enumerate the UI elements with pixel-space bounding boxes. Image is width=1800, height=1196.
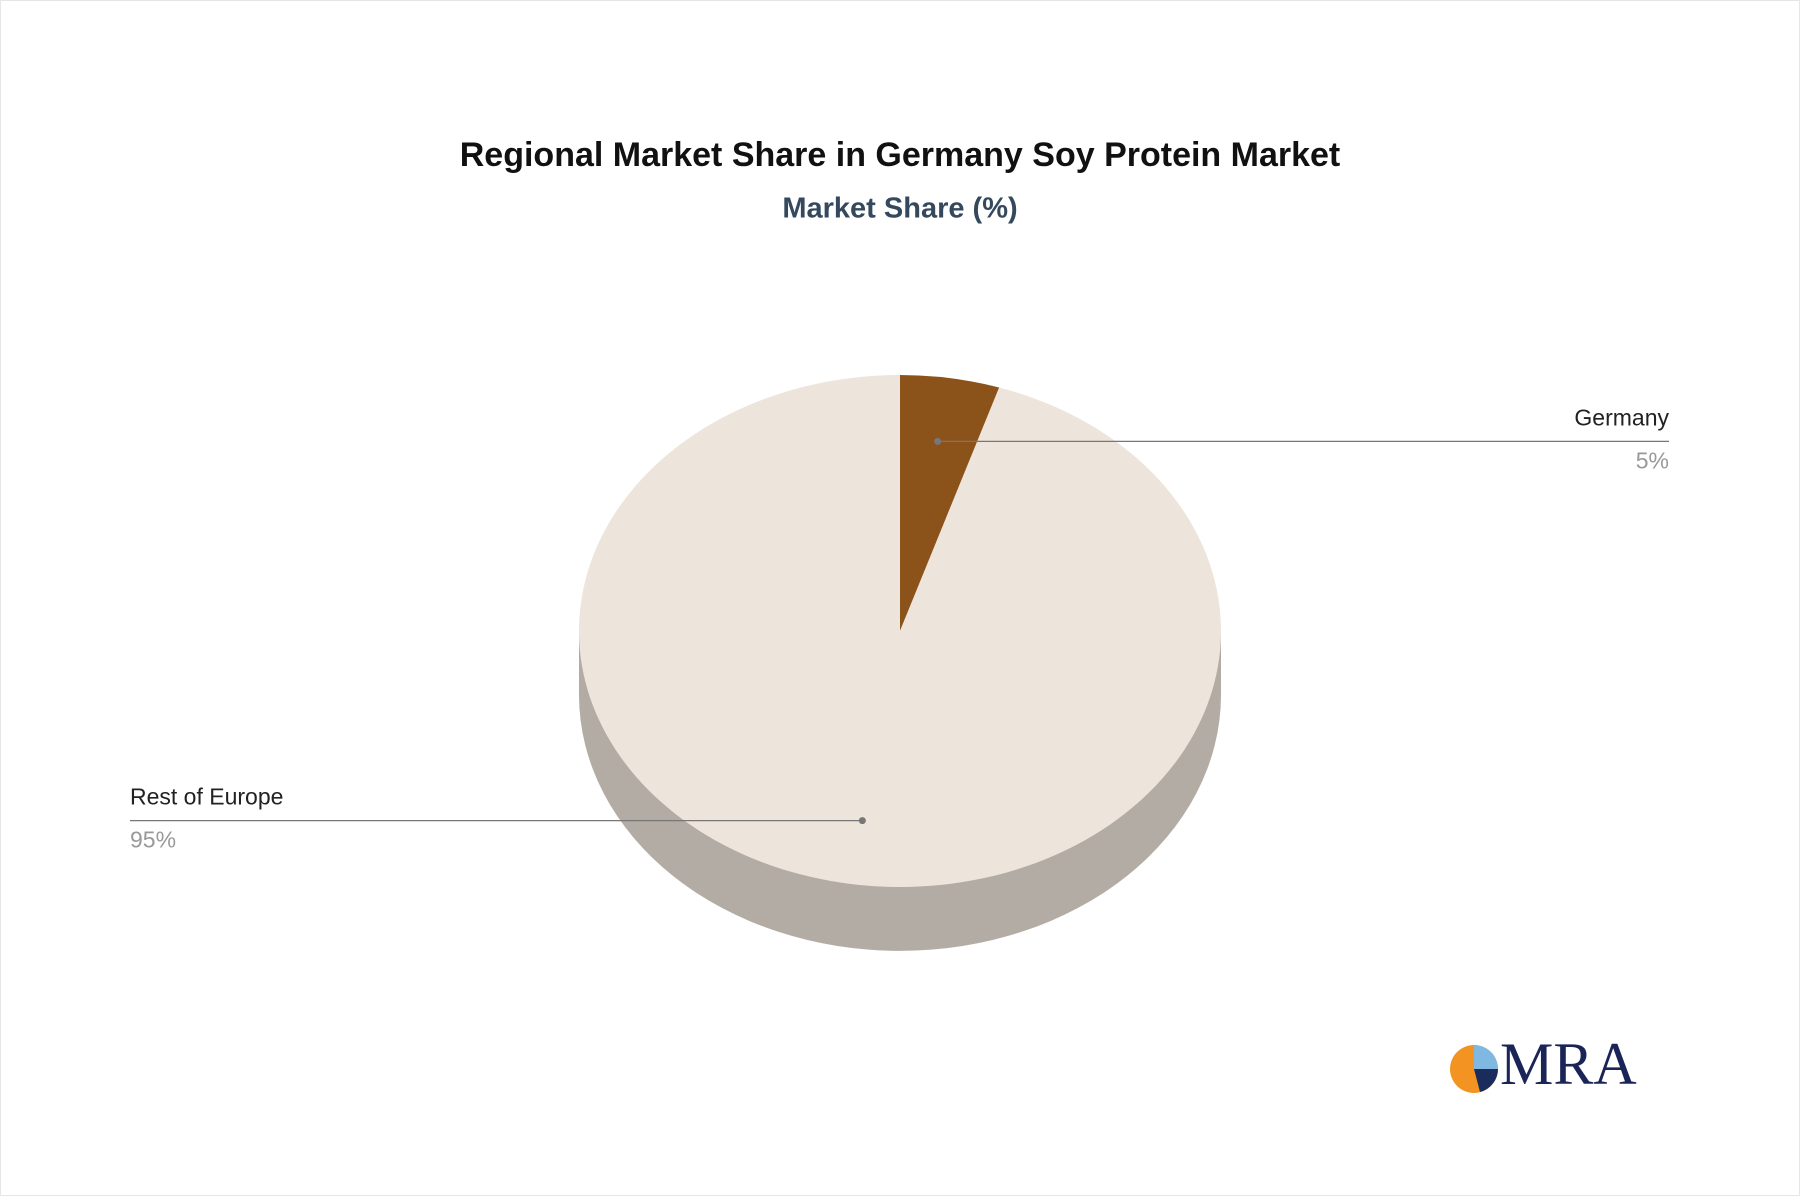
value-label: 5% [1636, 447, 1669, 473]
slice-label: Germany [1574, 404, 1669, 430]
pie-slice [578, 375, 1221, 887]
logo: MRA [1450, 1031, 1637, 1097]
leader-dot [858, 817, 866, 825]
logo-slice [1474, 1069, 1498, 1092]
logo-text: MRA [1500, 1031, 1637, 1097]
slice-label: Rest of Europe [130, 784, 283, 810]
chart-title: Regional Market Share in Germany Soy Pro… [460, 136, 1341, 174]
logo-slice [1474, 1045, 1498, 1069]
chart-subtitle: Market Share (%) [782, 193, 1017, 225]
value-label: 95% [130, 827, 176, 853]
leader-dot [934, 437, 942, 445]
pie-slice [900, 375, 1000, 631]
